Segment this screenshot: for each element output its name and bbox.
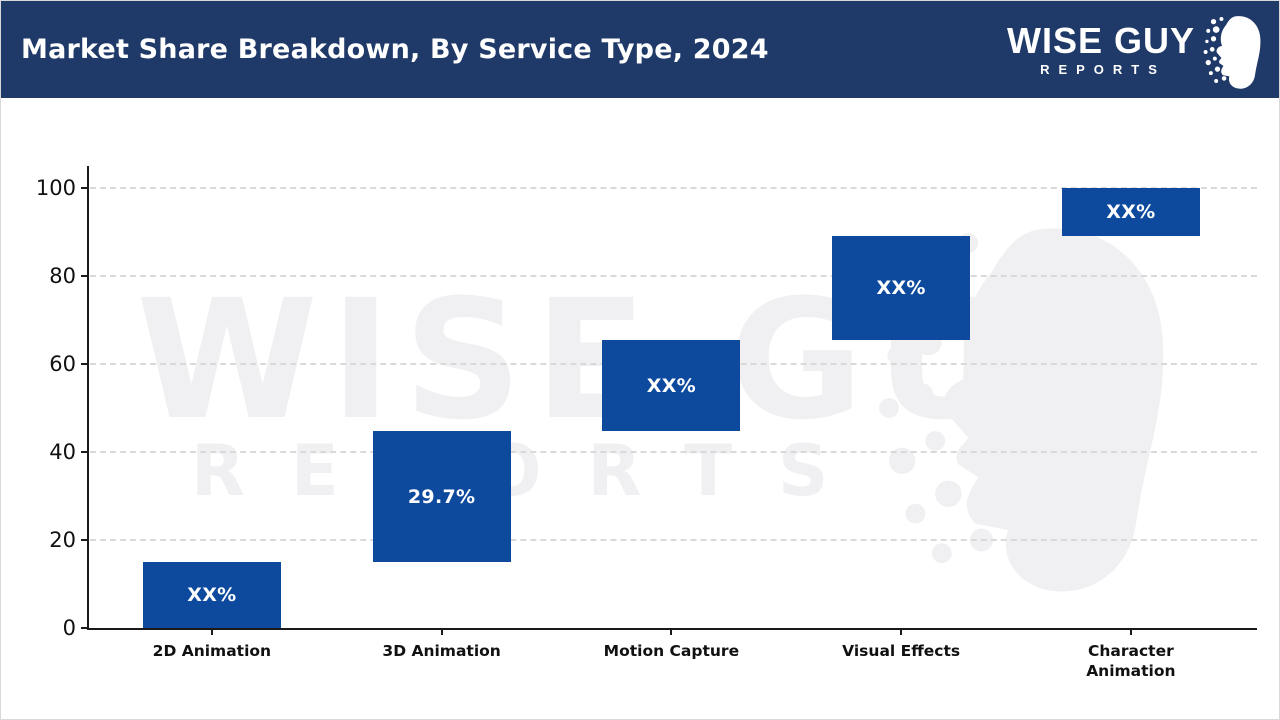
brand-face-icon (1203, 16, 1261, 89)
ytick-label-60: 60 (49, 352, 76, 376)
header: Market Share Breakdown, By Service Type,… (1, 1, 1279, 98)
bar-value-label: XX% (876, 276, 926, 299)
page-title: Market Share Breakdown, By Service Type,… (21, 34, 769, 65)
x-axis-spine (87, 628, 1257, 630)
ytick-mark-0 (81, 627, 88, 629)
bar-value-label: XX% (646, 374, 696, 397)
xtick-mark-0 (210, 628, 213, 635)
bar-3d-animation: 29.7% (372, 431, 511, 562)
ytick-mark-60 (81, 363, 88, 365)
ytick-label-20: 20 (49, 528, 76, 552)
gridline-20 (90, 539, 1257, 541)
watermark-face-icon (879, 228, 1164, 592)
ytick-label-0: 0 (62, 616, 76, 640)
ytick-mark-100 (81, 187, 88, 189)
xtick-mark-1 (440, 628, 443, 635)
xtick-mark-2 (670, 628, 673, 635)
gridline-100 (90, 187, 1257, 189)
bar-value-label: XX% (1106, 200, 1156, 223)
brand-logo: WISE GUY REPORTS (1007, 7, 1265, 93)
bar-value-label: 29.7% (407, 485, 476, 508)
xtick-mark-3 (900, 628, 903, 635)
bar-visual-effects: XX% (832, 235, 971, 340)
bar-2d-animation: XX% (142, 562, 281, 628)
ytick-label-100: 100 (35, 176, 76, 200)
ytick-mark-20 (81, 539, 88, 541)
gridline-40 (90, 451, 1257, 453)
x-category-label: 2D Animation (152, 642, 272, 660)
ytick-label-40: 40 (49, 440, 76, 464)
x-category-label: Motion Capture (603, 642, 740, 660)
ytick-label-80: 80 (49, 264, 76, 288)
bar-motion-capture: XX% (602, 339, 741, 432)
x-category-label: 3D Animation (382, 642, 501, 660)
ytick-mark-40 (81, 451, 88, 453)
x-category-label: Visual Effects (842, 642, 961, 660)
brand-logo-text: WISE GUY REPORTS (1006, 20, 1195, 78)
xtick-mark-4 (1129, 628, 1132, 635)
x-category-label: Character Animation (1086, 642, 1176, 680)
gridline-80 (90, 275, 1257, 277)
ytick-mark-80 (81, 275, 88, 277)
bar-character-animation: XX% (1061, 188, 1200, 236)
brand-name: WISE GUY (1006, 20, 1195, 61)
y-axis-spine (87, 166, 89, 630)
bar-value-label: XX% (187, 584, 237, 606)
brand-subtitle: REPORTS (1040, 62, 1166, 77)
